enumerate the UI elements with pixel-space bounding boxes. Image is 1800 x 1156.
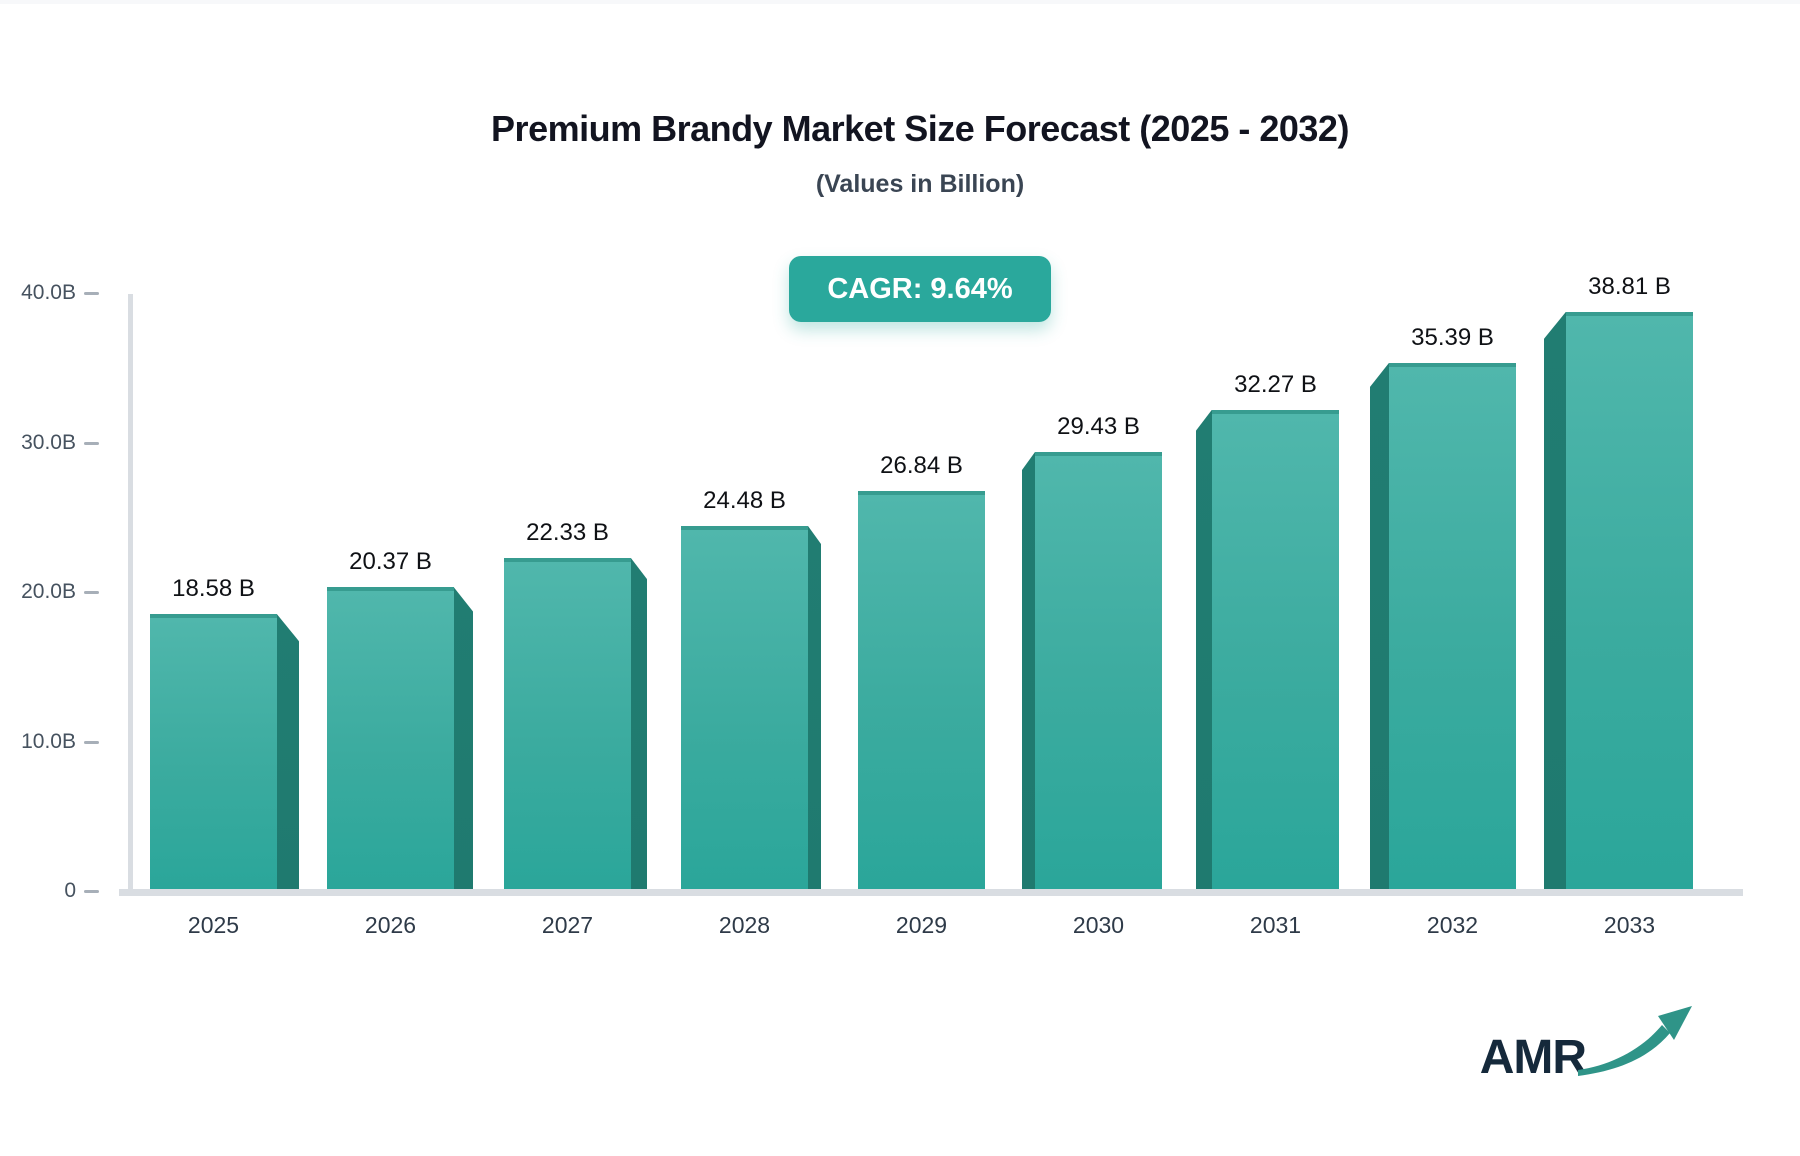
bar-2028[interactable] [681, 526, 808, 892]
chart-subtitle: (Values in Billion) [815, 170, 1025, 198]
bar-side-face-2028 [808, 526, 821, 892]
bar-2027[interactable] [504, 558, 631, 892]
bar-side-face-2025 [277, 614, 299, 892]
chart-title: Premium Brandy Market Size Forecast (202… [491, 108, 1349, 149]
y-tick-label: 30.0B [21, 430, 76, 454]
x-category-label-2027: 2027 [541, 912, 594, 938]
x-category-label-2028: 2028 [718, 912, 771, 938]
cagr-badge: CAGR: 9.64% [789, 256, 1051, 322]
y-tick-mark [84, 890, 99, 893]
y-axis-line [128, 294, 133, 896]
bar-side-face-2026 [454, 587, 473, 892]
x-category-label-2025: 2025 [187, 912, 240, 938]
bar-2030[interactable] [1035, 452, 1162, 892]
bar-value-label-2032: 35.39 B [1411, 323, 1494, 351]
bar-value-label-2033: 38.81 B [1588, 272, 1671, 300]
bar-side-face-2031 [1196, 409, 1212, 892]
bar-side-face-2033 [1544, 311, 1566, 892]
bar-value-label-2028: 24.48 B [703, 487, 786, 515]
y-tick-mark [84, 292, 99, 295]
bar-side-face-2032 [1370, 362, 1389, 892]
bar-2031[interactable] [1212, 409, 1339, 892]
y-tick-label: 10.0B [21, 729, 76, 753]
y-tick-label: 40.0B [21, 281, 76, 304]
cagr-badge-wrap: CAGR: 9.64% [40, 256, 1800, 322]
brand-logo-text: AMR [1479, 1031, 1587, 1084]
bar-side-face-2027 [631, 558, 647, 892]
bar-2029[interactable] [858, 490, 985, 892]
bar-2025[interactable] [150, 614, 277, 892]
bar-value-label-2025: 18.58 B [172, 575, 255, 603]
y-tick-label: 0 [64, 879, 76, 902]
brand-logo: AMR [1480, 1004, 1694, 1082]
y-tick-mark [84, 740, 99, 744]
x-axis-baseline [119, 889, 1743, 896]
bar-side-face-2030 [1022, 452, 1035, 892]
x-category-label-2029: 2029 [895, 912, 948, 938]
y-tick-mark [84, 591, 99, 594]
y-tick-label: 20.0B [21, 580, 76, 603]
y-tick-mark [84, 441, 99, 445]
growth-arrow-icon [1578, 1006, 1692, 1076]
bar-2033[interactable] [1566, 311, 1693, 892]
x-category-label-2026: 2026 [364, 912, 417, 938]
bar-2032[interactable] [1389, 362, 1516, 892]
bar-value-label-2030: 29.43 B [1057, 413, 1140, 441]
x-category-label-2030: 2030 [1072, 912, 1125, 938]
bar-value-label-2027: 22.33 B [526, 519, 609, 547]
x-category-label-2031: 2031 [1249, 912, 1302, 938]
bar-value-label-2031: 32.27 B [1234, 370, 1317, 398]
bar-value-label-2026: 20.37 B [349, 548, 432, 576]
x-category-label-2033: 2033 [1603, 912, 1656, 938]
bar-2026[interactable] [327, 587, 454, 892]
bar-value-label-2029: 26.84 B [880, 451, 963, 479]
x-category-label-2032: 2032 [1426, 912, 1479, 938]
